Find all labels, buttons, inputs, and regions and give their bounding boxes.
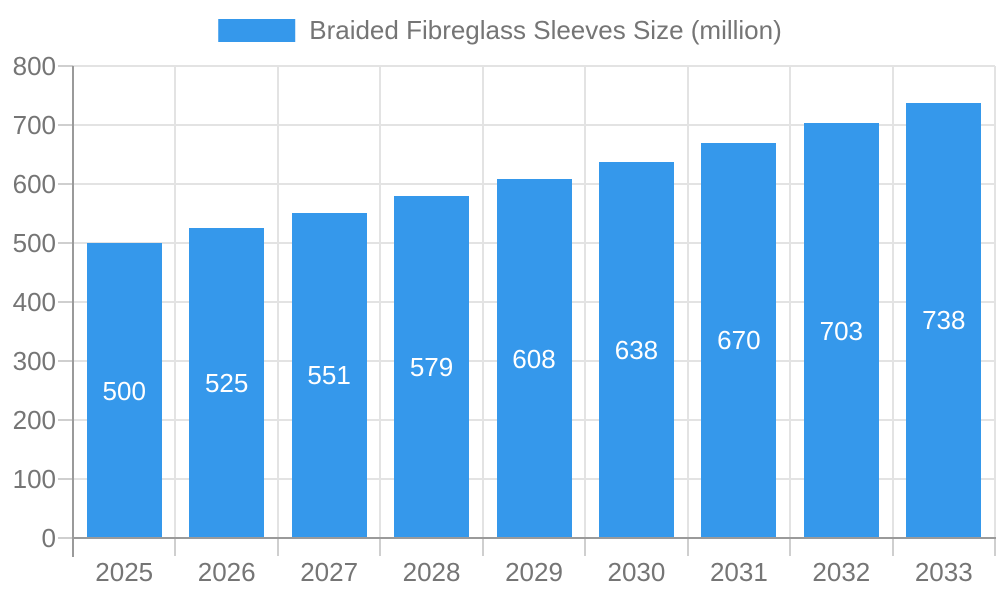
y-axis-label: 300 [12,346,56,376]
v-gridline [686,66,689,538]
y-tick [58,301,73,303]
y-axis-label: 200 [12,405,56,435]
y-tick [58,183,73,185]
x-axis-label: 2026 [197,557,256,587]
bar[interactable] [86,243,162,537]
bar[interactable] [496,179,572,537]
y-tick [58,537,73,539]
x-axis-line [72,537,996,539]
y-axis-label: 700 [12,110,56,140]
v-gridline [789,66,792,538]
bar[interactable] [906,102,982,537]
x-axis-label: 2025 [95,557,154,587]
bar[interactable] [394,196,470,537]
bar-value-label: 670 [717,325,761,356]
y-axis-label: 0 [41,523,56,553]
bar[interactable] [291,212,367,537]
bar[interactable] [598,161,674,537]
h-gridline [73,124,995,126]
y-axis-label: 500 [12,228,56,258]
v-gridline [891,66,894,538]
y-tick [58,124,73,126]
x-axis-label: 2027 [300,557,359,587]
legend-label[interactable]: Braided Fibreglass Sleeves Size (million… [309,15,782,45]
x-tick [174,539,177,556]
x-axis-label: 2033 [914,557,973,587]
h-gridline [73,65,995,67]
bar-value-label: 703 [819,315,864,346]
bar-value-label: 738 [922,305,966,336]
y-axis-label: 600 [12,169,56,199]
v-gridline [276,66,279,538]
x-axis-label: 2029 [505,557,563,587]
y-axis-label: 400 [12,287,56,317]
y-tick [58,419,73,421]
y-axis-label: 800 [12,51,56,81]
bar-value-label: 525 [204,368,249,399]
bar-value-label: 500 [102,375,146,406]
v-gridline [584,66,587,538]
y-tick [58,242,73,244]
bar-value-label: 551 [307,360,351,391]
bar-value-label: 579 [409,352,454,383]
y-tick [58,65,73,67]
x-tick [379,539,382,556]
bar[interactable] [701,142,777,537]
bar-value-label: 638 [614,334,659,365]
v-gridline [174,66,177,538]
y-axis-label: 100 [12,464,56,494]
v-gridline [379,66,382,538]
bar[interactable] [189,228,265,537]
y-tick [58,478,73,480]
y-tick [58,360,73,362]
bar[interactable] [803,123,879,537]
bar-value-label: 608 [512,343,556,374]
x-tick [276,539,279,556]
x-axis-label: 2032 [812,557,871,587]
x-axis-label: 2031 [709,557,768,587]
x-tick [686,539,689,556]
v-gridline [994,66,996,538]
x-axis-label: 2030 [607,557,666,587]
legend-swatch[interactable] [218,18,296,42]
x-tick [584,539,587,556]
x-tick [994,539,996,556]
x-tick [891,539,894,556]
legend[interactable]: Braided Fibreglass Sleeves Size (million… [218,17,782,43]
v-gridline [481,66,484,538]
x-tick [481,539,484,556]
x-tick [789,539,792,556]
x-axis-label: 2028 [402,557,461,587]
y-axis-line [72,66,74,557]
